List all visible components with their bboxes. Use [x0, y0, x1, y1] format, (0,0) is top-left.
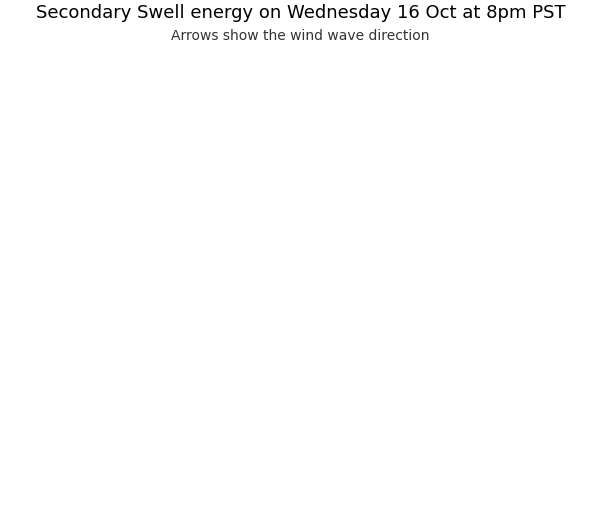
Text: Map not available
(cartopy required): Map not available (cartopy required)	[225, 260, 376, 299]
Text: Arrows show the wind wave direction: Arrows show the wind wave direction	[171, 29, 430, 43]
Text: Secondary Swell energy on Wednesday 16 Oct at 8pm PST: Secondary Swell energy on Wednesday 16 O…	[35, 4, 566, 22]
